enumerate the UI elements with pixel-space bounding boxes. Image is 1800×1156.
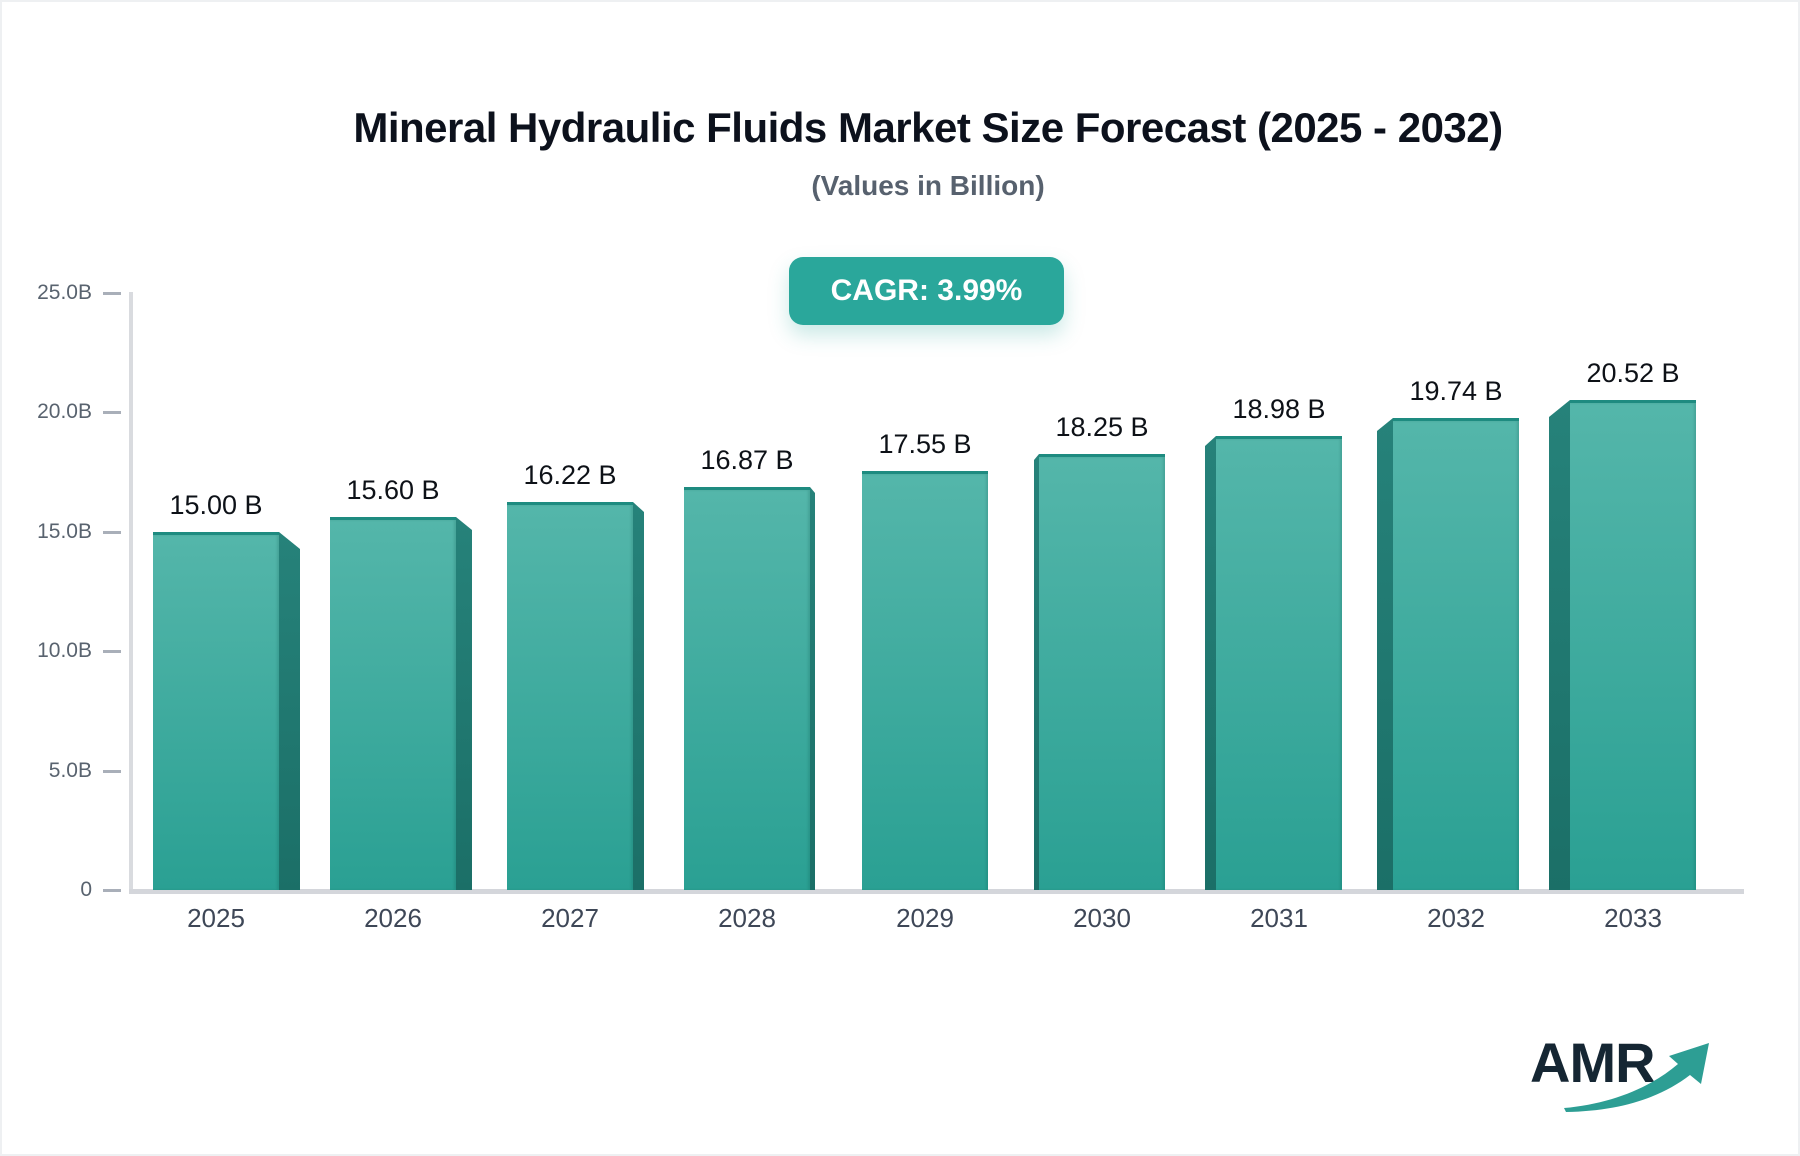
y-axis-tick-label: 15.0B <box>37 519 92 543</box>
bar-side-face-2033 <box>1549 400 1570 890</box>
x-axis-label-2032: 2032 <box>1427 903 1485 933</box>
y-axis-tick-label: 5.0B <box>48 758 92 782</box>
chart-title: Mineral Hydraulic Fluids Market Size For… <box>353 104 1503 151</box>
x-axis-label-2026: 2026 <box>364 903 422 933</box>
bar-side-face-2031 <box>1205 436 1216 890</box>
bar-value-label-2027: 16.22 B <box>523 460 617 490</box>
bar-2028 <box>684 487 810 890</box>
y-axis-tick-label: 25.0B <box>37 280 92 304</box>
bar-2033 <box>1570 400 1696 890</box>
bar-side-face-2028 <box>810 487 815 890</box>
y-axis-tick-mark <box>103 530 121 534</box>
bar-2025 <box>153 532 279 890</box>
bar-side-face-2032 <box>1377 418 1393 890</box>
x-axis-label-2033: 2033 <box>1604 903 1662 933</box>
cagr-badge: CAGR: 3.99% <box>789 257 1064 325</box>
bar-2027 <box>507 502 633 890</box>
chart-subtitle: (Values in Billion) <box>811 170 1045 201</box>
y-axis-tick-mark <box>103 650 121 653</box>
y-axis-tick-label: 20.0B <box>37 400 92 423</box>
bar-2030 <box>1039 454 1165 890</box>
x-axis-label-2030: 2030 <box>1073 903 1131 933</box>
x-axis-label-2027: 2027 <box>541 903 599 933</box>
bar-side-face-2025 <box>279 532 300 890</box>
growth-arrow-icon <box>1564 1043 1709 1112</box>
bar-2026 <box>330 517 456 890</box>
x-axis-line <box>129 889 1744 894</box>
y-axis-tick-mark <box>103 411 121 414</box>
amr-logo-text: AMR <box>1530 1031 1656 1094</box>
bar-value-label-2033: 20.52 B <box>1586 358 1680 388</box>
bar-value-label-2029: 17.55 B <box>878 429 972 459</box>
y-axis-tick-label: 10.0B <box>37 639 92 662</box>
x-axis-label-2028: 2028 <box>718 903 776 933</box>
bar-2032 <box>1393 418 1519 890</box>
amr-logo: AMR <box>1530 1030 1740 1120</box>
x-axis-label-2029: 2029 <box>896 903 954 933</box>
x-axis-label-2025: 2025 <box>187 903 245 933</box>
bar-2031 <box>1216 436 1342 890</box>
y-axis-tick-mark <box>103 769 121 773</box>
bar-side-face-2030 <box>1034 454 1039 890</box>
bar-value-label-2030: 18.25 B <box>1055 412 1149 442</box>
bar-side-face-2027 <box>633 502 644 890</box>
bar-2029 <box>862 471 988 890</box>
bar-value-label-2028: 16.87 B <box>700 445 794 475</box>
bar-value-label-2025: 15.00 B <box>169 490 263 520</box>
bar-value-label-2026: 15.60 B <box>346 475 440 505</box>
x-axis-label-2031: 2031 <box>1250 903 1308 933</box>
bar-value-label-2031: 18.98 B <box>1232 394 1326 424</box>
bar-value-label-2032: 19.74 B <box>1409 376 1503 406</box>
y-axis-tick-label: 0 <box>80 878 92 901</box>
bar-side-face-2026 <box>456 517 472 890</box>
y-axis-line <box>129 292 133 894</box>
y-axis-tick-mark <box>103 889 121 892</box>
y-axis-tick-mark <box>103 291 121 295</box>
